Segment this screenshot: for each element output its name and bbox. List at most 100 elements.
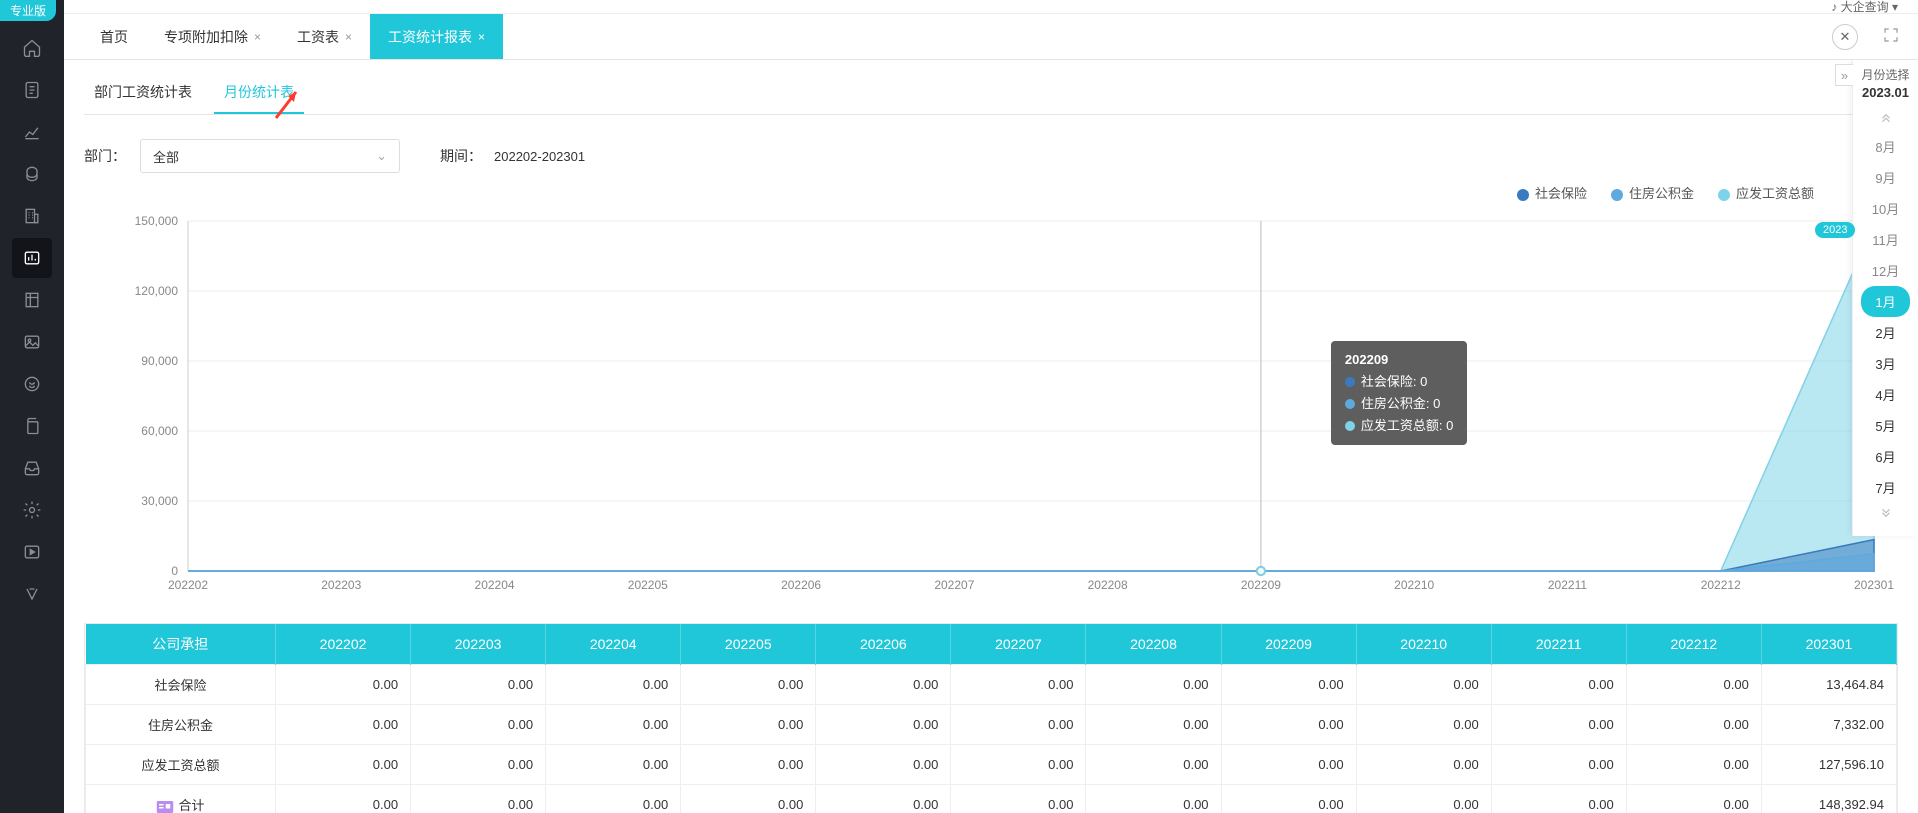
- nav-chart-icon[interactable]: [12, 112, 52, 152]
- year-tag: 2023: [1815, 222, 1855, 238]
- legend-item[interactable]: 应发工资总额: [1718, 183, 1814, 202]
- sub-tab-0[interactable]: 部门工资统计表: [84, 76, 202, 114]
- month-option[interactable]: 6月: [1853, 441, 1918, 472]
- nav-copy-icon[interactable]: [12, 406, 52, 446]
- cell: 0.00: [1626, 745, 1761, 785]
- left-sidebar: [0, 0, 64, 813]
- cell: 0.00: [1356, 665, 1491, 705]
- cell: 0.00: [276, 665, 411, 705]
- cell: 127,596.10: [1761, 745, 1896, 785]
- svg-text:202208: 202208: [1088, 578, 1128, 592]
- tab-工资统计报表[interactable]: 工资统计报表×: [370, 14, 503, 59]
- table-col: 202208: [1086, 624, 1221, 665]
- cell: 0.00: [546, 785, 681, 813]
- cell: 0.00: [276, 745, 411, 785]
- tab-close-icon[interactable]: ×: [345, 30, 352, 44]
- tab-专项附加扣除[interactable]: 专项附加扣除×: [146, 14, 279, 59]
- cell: 7,332.00: [1761, 705, 1896, 745]
- month-option[interactable]: 10月: [1853, 193, 1918, 224]
- nav-template-icon[interactable]: [12, 280, 52, 320]
- nav-money-icon[interactable]: [12, 154, 52, 194]
- table-col: 202301: [1761, 624, 1896, 665]
- svg-text:0: 0: [171, 564, 178, 578]
- nav-doc-icon[interactable]: [12, 70, 52, 110]
- panel-collapse-icon[interactable]: »: [1835, 64, 1853, 86]
- period-label: 期间：: [440, 146, 482, 166]
- svg-text:202206: 202206: [781, 578, 821, 592]
- sub-tabs: 部门工资统计表月份统计表 刷新: [84, 76, 1898, 115]
- nav-home-icon[interactable]: [12, 28, 52, 68]
- svg-text:120,000: 120,000: [135, 284, 179, 298]
- tab-close-icon[interactable]: ×: [478, 30, 485, 44]
- row-label: 社会保险: [86, 665, 276, 705]
- cell: 0.00: [1356, 745, 1491, 785]
- nav-inbox-icon[interactable]: [12, 448, 52, 488]
- cell: 0.00: [1491, 705, 1626, 745]
- cell: 0.00: [411, 665, 546, 705]
- month-option[interactable]: 1月: [1861, 286, 1910, 317]
- cell: 0.00: [1491, 745, 1626, 785]
- legend-item[interactable]: 住房公积金: [1611, 183, 1694, 202]
- nav-print-icon[interactable]: [12, 364, 52, 404]
- cell: 0.00: [816, 785, 951, 813]
- month-down-icon[interactable]: [1853, 503, 1918, 528]
- nav-settings-icon[interactable]: [12, 490, 52, 530]
- top-bar: ♪ 大企查询 ▾: [64, 0, 1918, 14]
- month-option[interactable]: 11月: [1853, 224, 1918, 255]
- month-up-icon[interactable]: [1853, 106, 1918, 131]
- close-all-button[interactable]: ✕: [1832, 24, 1858, 50]
- nav-v-icon[interactable]: [12, 574, 52, 614]
- month-panel: » 2023 月份选择 2023.01 8月9月10月11月12月1月2月3月4…: [1852, 60, 1918, 536]
- cell: 0.00: [816, 745, 951, 785]
- chart-legend: 社会保险 住房公积金 应发工资总额: [1517, 183, 1814, 202]
- cell: 0.00: [546, 665, 681, 705]
- nav-building-icon[interactable]: [12, 196, 52, 236]
- svg-text:202205: 202205: [628, 578, 668, 592]
- row-label: 合计: [86, 785, 276, 813]
- sub-tab-1[interactable]: 月份统计表: [214, 76, 304, 114]
- top-right-text[interactable]: ♪ 大企查询 ▾: [1831, 0, 1898, 15]
- month-option[interactable]: 2月: [1853, 317, 1918, 348]
- cell: 0.00: [276, 785, 411, 813]
- table-col: 202212: [1626, 624, 1761, 665]
- chevron-down-icon: ⌄: [376, 148, 387, 164]
- month-panel-title: 月份选择: [1853, 60, 1918, 85]
- tab-工资表[interactable]: 工资表×: [279, 14, 370, 59]
- fullscreen-icon[interactable]: [1882, 26, 1900, 47]
- svg-text:150,000: 150,000: [135, 214, 179, 228]
- cell: 13,464.84: [1761, 665, 1896, 705]
- table-col: 202202: [276, 624, 411, 665]
- month-option[interactable]: 7月: [1853, 472, 1918, 503]
- cell: 0.00: [1086, 705, 1221, 745]
- tab-close-icon[interactable]: ×: [254, 30, 261, 44]
- month-panel-current: 2023.01: [1853, 85, 1918, 106]
- table-col: 202210: [1356, 624, 1491, 665]
- month-option[interactable]: 5月: [1853, 410, 1918, 441]
- cell: 0.00: [1086, 665, 1221, 705]
- nav-report-icon[interactable]: [12, 238, 52, 278]
- nav-play-icon[interactable]: [12, 532, 52, 572]
- month-option[interactable]: 3月: [1853, 348, 1918, 379]
- tab-首页[interactable]: 首页: [82, 14, 146, 59]
- cell: 0.00: [1626, 665, 1761, 705]
- dept-select[interactable]: 全部 ⌄: [140, 139, 400, 173]
- nav-image-icon[interactable]: [12, 322, 52, 362]
- table-col: 202206: [816, 624, 951, 665]
- legend-item[interactable]: 社会保险: [1517, 183, 1587, 202]
- svg-text:202204: 202204: [475, 578, 515, 592]
- cell: 0.00: [681, 745, 816, 785]
- month-option[interactable]: 8月: [1853, 131, 1918, 162]
- svg-text:202207: 202207: [934, 578, 974, 592]
- table-row: 合计0.000.000.000.000.000.000.000.000.000.…: [86, 785, 1897, 813]
- cell: 0.00: [951, 705, 1086, 745]
- cell: 0.00: [1086, 745, 1221, 785]
- table-col: 202207: [951, 624, 1086, 665]
- table-header-first: 公司承担: [86, 624, 276, 665]
- table-row: 应发工资总额0.000.000.000.000.000.000.000.000.…: [86, 745, 1897, 785]
- chart-svg: 030,00060,00090,000120,000150,0002022022…: [88, 191, 1894, 611]
- month-option[interactable]: 12月: [1853, 255, 1918, 286]
- content-area: 部门工资统计表月份统计表 刷新 部门： 全部 ⌄ 期间： 202202-2023…: [64, 60, 1918, 813]
- cell: 0.00: [546, 705, 681, 745]
- month-option[interactable]: 9月: [1853, 162, 1918, 193]
- month-option[interactable]: 4月: [1853, 379, 1918, 410]
